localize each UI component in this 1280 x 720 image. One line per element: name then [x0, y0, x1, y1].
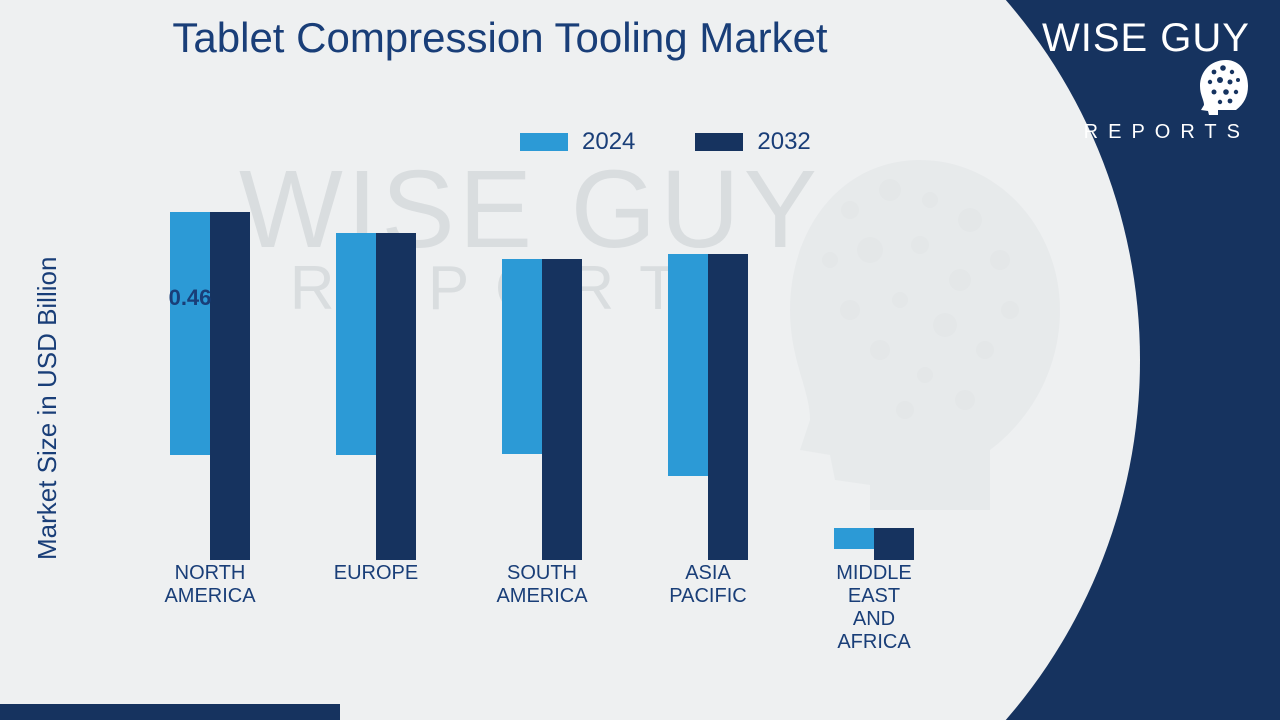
bar-group	[814, 528, 934, 560]
legend-swatch-2032	[695, 133, 743, 151]
bar-group	[316, 233, 436, 560]
bottom-left-strip	[0, 704, 340, 720]
x-axis-label: MIDDLEEASTANDAFRICA	[799, 562, 949, 654]
x-axis-label: ASIAPACIFIC	[633, 562, 783, 608]
bar-2032	[542, 259, 582, 560]
legend-label-2024: 2024	[582, 128, 635, 156]
legend: 2024 2032	[520, 128, 811, 156]
y-axis-label: Market Size in USD Billion	[32, 257, 63, 560]
brand-logo: WISE GUY REPORTS	[990, 18, 1250, 142]
bar-2032	[708, 254, 748, 560]
bar-2024	[502, 259, 542, 454]
chart-canvas: WISE GUY REPORTS Tablet Compression Tool…	[0, 0, 1280, 720]
bar-2032	[376, 233, 416, 560]
bar-2032	[210, 212, 250, 560]
bar-2024	[668, 254, 708, 476]
x-axis-label: NORTHAMERICA	[135, 562, 285, 608]
x-axis-label: EUROPE	[301, 562, 451, 585]
legend-label-2032: 2032	[757, 128, 810, 156]
chart-title: Tablet Compression Tooling Market	[120, 14, 880, 62]
bar-group	[150, 212, 270, 560]
x-axis-label: SOUTHAMERICA	[467, 562, 617, 608]
logo-line2: REPORTS	[990, 122, 1250, 142]
bar-2024	[834, 528, 874, 549]
bar-group	[482, 259, 602, 560]
value-label: 0.46	[169, 285, 212, 311]
bar-2024	[170, 212, 210, 455]
bar-2032	[874, 528, 914, 560]
legend-swatch-2024	[520, 133, 568, 151]
logo-head-icon	[1196, 58, 1250, 120]
legend-item-2032: 2032	[695, 128, 810, 156]
bar-2024	[336, 233, 376, 455]
legend-item-2024: 2024	[520, 128, 635, 156]
bar-group	[648, 254, 768, 560]
plot-area: NORTHAMERICAEUROPESOUTHAMERICAASIAPACIFI…	[120, 180, 940, 560]
logo-line1: WISE GUY	[1042, 16, 1250, 60]
